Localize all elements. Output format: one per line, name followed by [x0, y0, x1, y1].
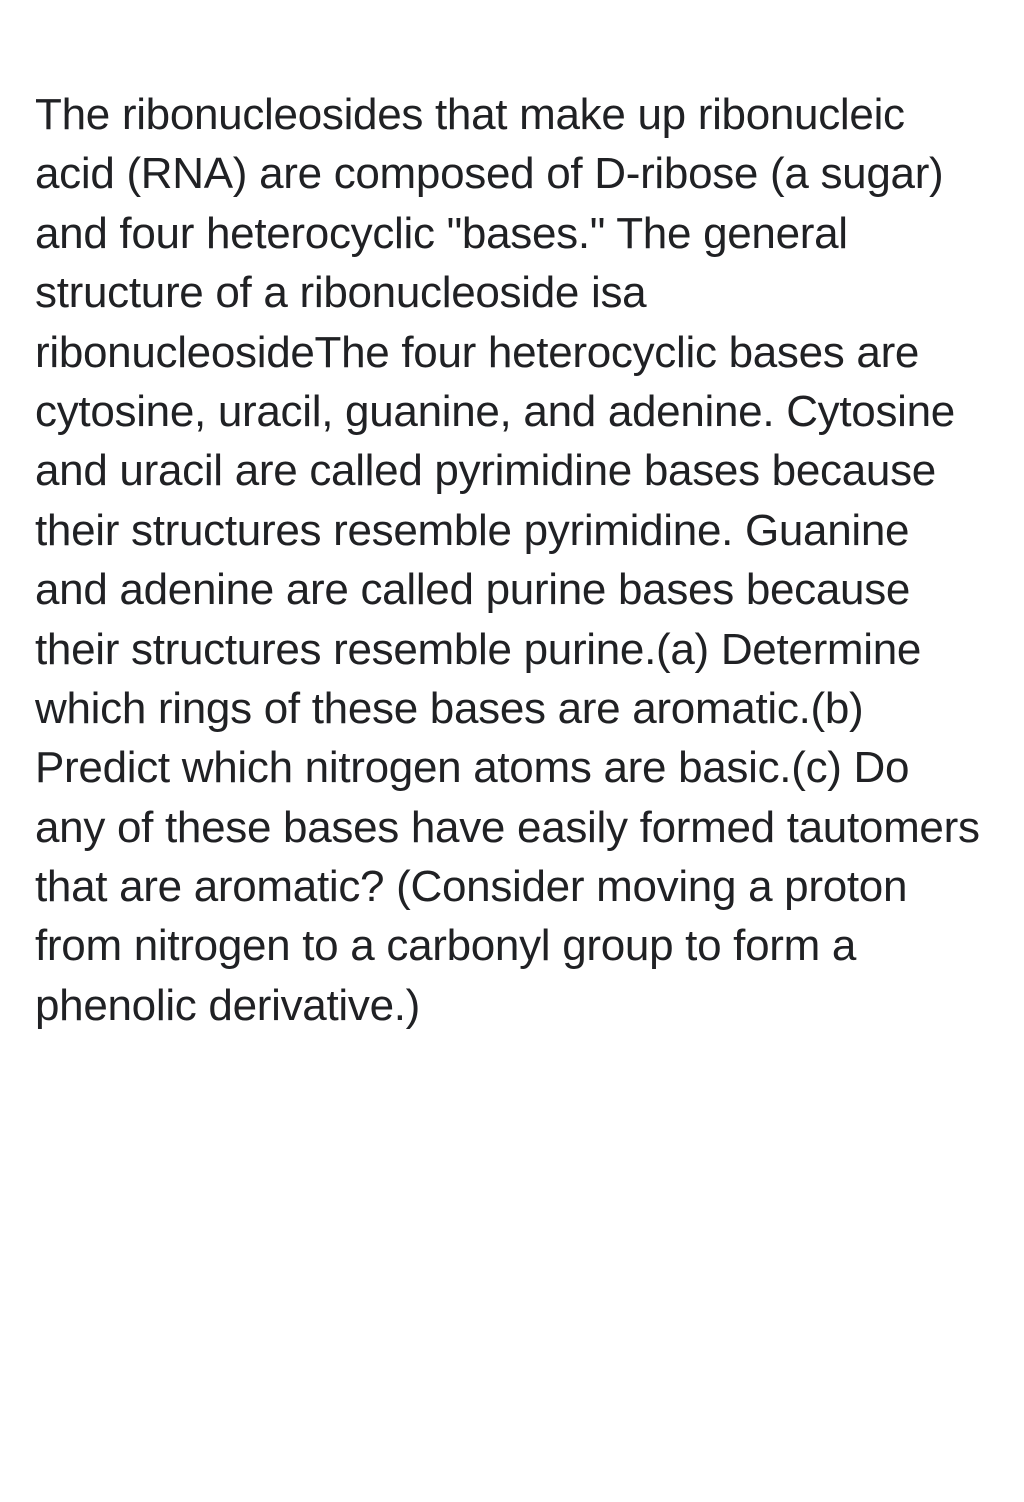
document-body-text: The ribonucleosides that make up ribonuc… [35, 85, 989, 1035]
